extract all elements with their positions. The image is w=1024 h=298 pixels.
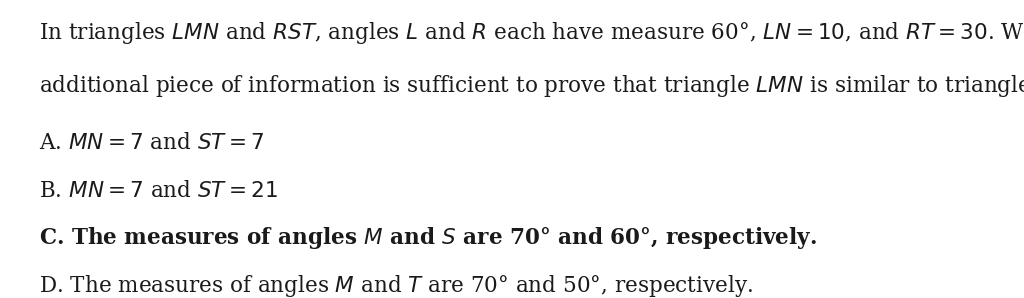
- Text: In triangles $LMN$ and $RST$, angles $L$ and $R$ each have measure 60°, $LN = 10: In triangles $LMN$ and $RST$, angles $L$…: [39, 20, 1024, 46]
- Text: C. The measures of angles $M$ and $S$ are 70° and 60°, respectively.: C. The measures of angles $M$ and $S$ ar…: [39, 224, 817, 251]
- Text: A. $MN = 7$ and $ST = 7$: A. $MN = 7$ and $ST = 7$: [39, 132, 264, 154]
- Text: additional piece of information is sufficient to prove that triangle $LMN$ is si: additional piece of information is suffi…: [39, 73, 1024, 99]
- Text: D. The measures of angles $M$ and $T$ are 70° and 50°, respectively.: D. The measures of angles $M$ and $T$ ar…: [39, 273, 753, 298]
- Text: B. $MN = 7$ and $ST = 21$: B. $MN = 7$ and $ST = 21$: [39, 180, 278, 202]
